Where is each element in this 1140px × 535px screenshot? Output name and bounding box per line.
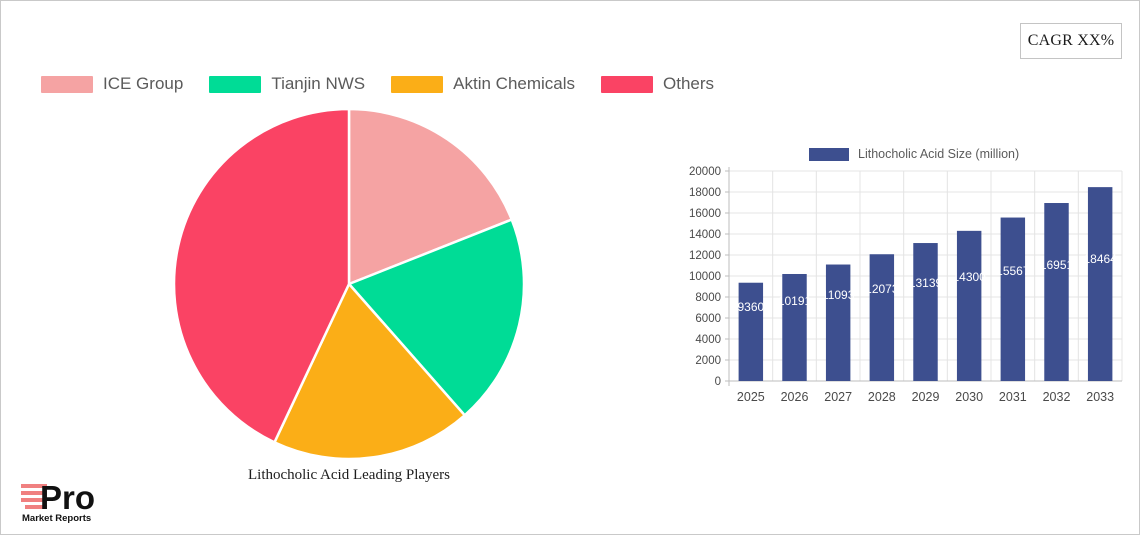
x-axis-tick-label: 2031 bbox=[999, 390, 1027, 403]
bar-value-label: 18464 bbox=[1083, 252, 1117, 266]
cagr-badge-label: CAGR XX% bbox=[1027, 32, 1115, 49]
bar[interactable] bbox=[869, 254, 895, 381]
pie-chart-svg bbox=[173, 108, 525, 460]
x-axis-tick-label: 2033 bbox=[1086, 390, 1114, 403]
bar-chart: Lithocholic Acid Size (million) 0 2000 400… bbox=[679, 145, 1131, 403]
bar-value-label: 15567 bbox=[996, 264, 1030, 278]
x-axis-tick-label: 2027 bbox=[824, 390, 852, 403]
pie-chart-title: Lithocholic Acid Leading Players bbox=[247, 467, 451, 483]
bar-legend-swatch bbox=[809, 147, 849, 161]
legend-label-aktin-chemicals: Aktin Chemicals bbox=[453, 74, 576, 93]
y-axis-tick-label: 12000 bbox=[689, 250, 721, 262]
y-axis-tick-label: 10000 bbox=[689, 271, 721, 283]
bar-value-label: 13139 bbox=[909, 276, 943, 290]
pie-chart bbox=[173, 108, 525, 460]
y-axis-tick-label: 18000 bbox=[689, 187, 721, 199]
x-axis-tick-label: 2030 bbox=[955, 390, 983, 403]
y-axis-tick-label: 2000 bbox=[695, 355, 721, 367]
bar[interactable] bbox=[1087, 187, 1113, 381]
svg-text:Market Reports: Market Reports bbox=[22, 513, 91, 524]
x-axis-tick-label: 2028 bbox=[868, 390, 896, 403]
pie-slice[interactable] bbox=[173, 108, 351, 445]
pie-legend: ICE Group Tianjin NWS Aktin Chemicals Ot… bbox=[41, 74, 740, 94]
pro-market-reports-logo: Pro Market Reports bbox=[19, 478, 111, 524]
bar-value-label: 9360 bbox=[737, 300, 764, 314]
bar-chart-svg: 0 2000 4000 6000 8000 10000 12000 14000 16000 180… bbox=[689, 166, 1123, 403]
legend-item-tianjin-nws[interactable]: Tianjin NWS bbox=[209, 74, 365, 94]
pie-slice[interactable] bbox=[272, 281, 467, 460]
y-axis-tick-label: 16000 bbox=[689, 208, 721, 220]
bar[interactable] bbox=[825, 264, 851, 381]
legend-swatch-others bbox=[601, 75, 654, 93]
bar-legend-label: Lithocholic Acid Size (million) bbox=[858, 147, 1020, 161]
legend-item-others[interactable]: Others bbox=[601, 74, 714, 94]
y-axis-tick-label: 4000 bbox=[695, 334, 721, 346]
y-axis-tick-label: 6000 bbox=[695, 313, 721, 325]
legend-item-aktin-chemicals[interactable]: Aktin Chemicals bbox=[391, 74, 575, 94]
legend-swatch-ice-group bbox=[41, 75, 93, 93]
bar-value-label: 14300 bbox=[952, 270, 986, 284]
svg-text:Pro: Pro bbox=[40, 479, 95, 516]
bar-value-label: 16951 bbox=[1040, 258, 1074, 272]
y-axis-tick-label: 14000 bbox=[689, 229, 721, 241]
y-axis-tick-label: 20000 bbox=[689, 166, 721, 178]
x-axis-tick-label: 2029 bbox=[912, 390, 940, 403]
pie-slice[interactable] bbox=[347, 108, 514, 286]
bar-value-label: 12073 bbox=[865, 282, 899, 296]
bar[interactable] bbox=[913, 243, 938, 381]
legend-label-ice-group: ICE Group bbox=[103, 74, 184, 93]
pie-slice[interactable] bbox=[346, 217, 525, 418]
bar[interactable] bbox=[956, 230, 982, 381]
bar-chart-legend[interactable]: Lithocholic Acid Size (million) bbox=[809, 147, 1019, 161]
logo-svg: Pro Market Reports bbox=[21, 479, 95, 524]
legend-label-tianjin-nws: Tianjin NWS bbox=[271, 74, 366, 93]
x-axis-tick-label: 2025 bbox=[737, 390, 765, 403]
y-axis-tick-label: 0 bbox=[715, 376, 721, 388]
y-axis-tick-label: 8000 bbox=[695, 292, 721, 304]
bar[interactable] bbox=[1000, 217, 1026, 381]
bar-value-label: 10191 bbox=[778, 294, 812, 308]
cagr-badge: CAGR XX% bbox=[1020, 23, 1122, 59]
bar-value-label: 11093 bbox=[822, 288, 855, 302]
legend-swatch-aktin-chemicals bbox=[391, 75, 444, 93]
bar[interactable] bbox=[738, 282, 764, 381]
legend-label-others: Others bbox=[663, 74, 715, 93]
bar[interactable] bbox=[1044, 203, 1069, 381]
x-axis-tick-label: 2032 bbox=[1043, 390, 1071, 403]
legend-item-ice-group[interactable]: ICE Group bbox=[41, 74, 183, 94]
x-axis-tick-label: 2026 bbox=[781, 390, 809, 403]
legend-swatch-tianjin-nws bbox=[209, 75, 262, 93]
bar[interactable] bbox=[782, 273, 807, 381]
